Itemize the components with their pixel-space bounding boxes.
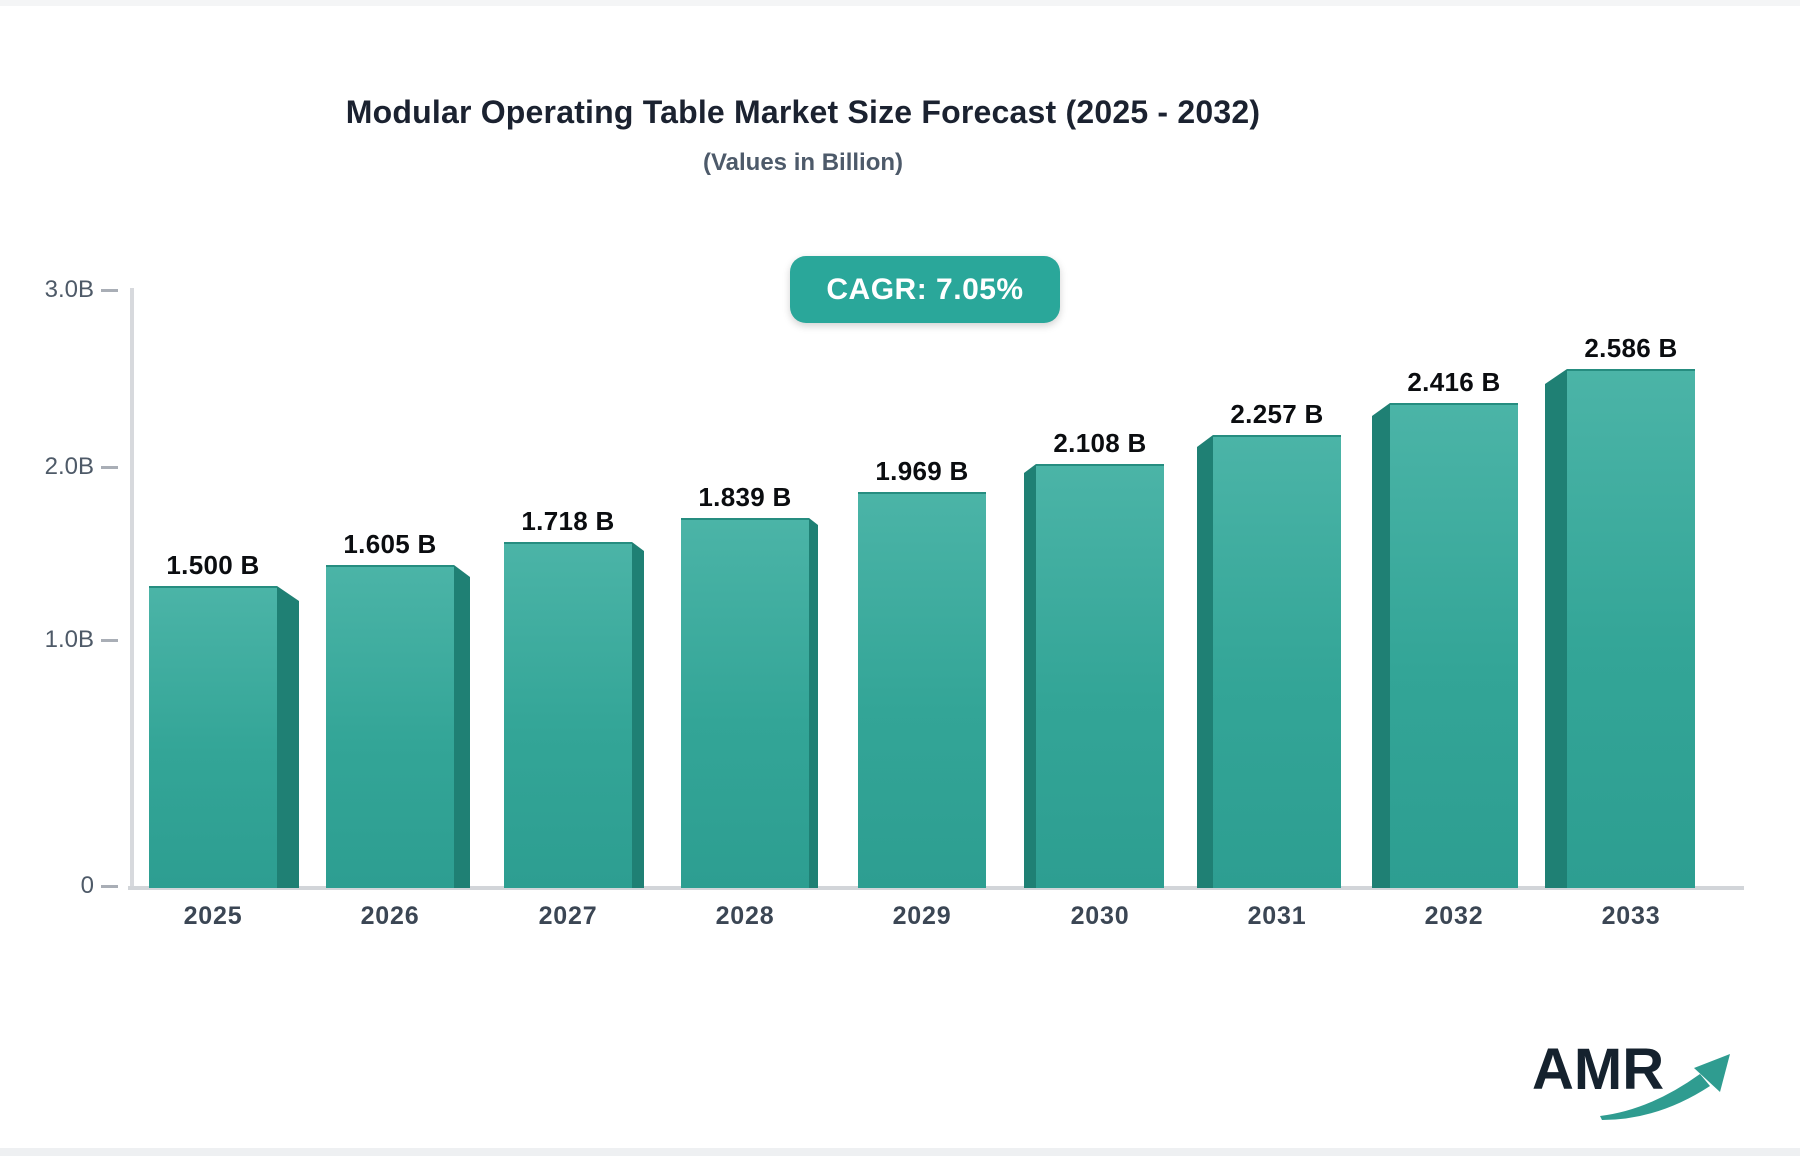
y-tick-label: 1.0B (44, 626, 94, 653)
bar-2033 (1567, 369, 1695, 888)
x-axis-year-label: 2027 (538, 902, 598, 930)
cagr-badge: CAGR: 7.05% (790, 256, 1060, 323)
chart-title: Modular Operating Table Market Size Fore… (345, 94, 1261, 130)
bar-2028 (681, 518, 809, 888)
bottom-border-strip (0, 1148, 1800, 1156)
x-axis-year-label: 2029 (892, 902, 952, 930)
top-border-strip (0, 0, 1800, 6)
bar-2027 (504, 542, 632, 888)
bar-side-face (1545, 369, 1567, 888)
x-axis-year-label: 2032 (1424, 902, 1484, 930)
bar-value-label: 1.500 B (166, 550, 260, 580)
x-axis-year-label: 2031 (1247, 902, 1307, 930)
bar-2025 (149, 586, 277, 888)
bar-2026 (326, 565, 454, 888)
bar-2030 (1036, 464, 1164, 888)
bar-side-face (1197, 435, 1213, 888)
bar-2032 (1390, 403, 1518, 888)
bar-side-face (454, 565, 470, 888)
y-tick-label: 0 (80, 872, 94, 899)
bar-value-label: 1.969 B (875, 456, 969, 486)
bar-value-label: 1.839 B (698, 482, 792, 512)
bar-side-face (1372, 403, 1390, 888)
title-block: Modular Operating Table Market Size Fore… (0, 94, 1606, 177)
logo-text: AMR (1532, 1037, 1665, 1102)
y-tick-dash (101, 289, 118, 292)
brand-logo: AMR (1530, 1032, 1770, 1122)
bar-value-label: 2.586 B (1584, 333, 1678, 363)
y-tick-label: 2.0B (44, 453, 94, 480)
bar-value-label: 2.257 B (1230, 399, 1324, 429)
x-axis-year-label: 2033 (1601, 902, 1661, 930)
x-axis-year-label: 2028 (715, 902, 775, 930)
y-tick-dash (101, 885, 118, 888)
bar-value-label: 1.605 B (343, 529, 437, 559)
bar-2031 (1213, 435, 1341, 888)
bar-value-label: 2.108 B (1053, 428, 1147, 458)
x-axis-year-label: 2025 (183, 902, 243, 930)
y-tick-dash (101, 639, 118, 642)
bar-side-face (809, 518, 818, 888)
growth-trend-arrow-icon (1600, 1054, 1730, 1120)
bar-value-label: 2.416 B (1407, 367, 1501, 397)
x-axis-baseline (128, 886, 1744, 890)
bar-side-face (632, 542, 644, 888)
bar-2029 (858, 492, 986, 888)
y-tick-dash (101, 466, 118, 469)
x-axis-year-label: 2030 (1070, 902, 1130, 930)
bar-value-label: 1.718 B (521, 506, 615, 536)
x-axis-year-label: 2026 (360, 902, 420, 930)
y-axis-line (130, 288, 134, 888)
bar-side-face (1024, 464, 1036, 888)
chart-subtitle: (Values in Billion) (702, 149, 904, 176)
y-tick-label: 3.0B (44, 276, 94, 303)
bar-side-face (277, 586, 299, 888)
